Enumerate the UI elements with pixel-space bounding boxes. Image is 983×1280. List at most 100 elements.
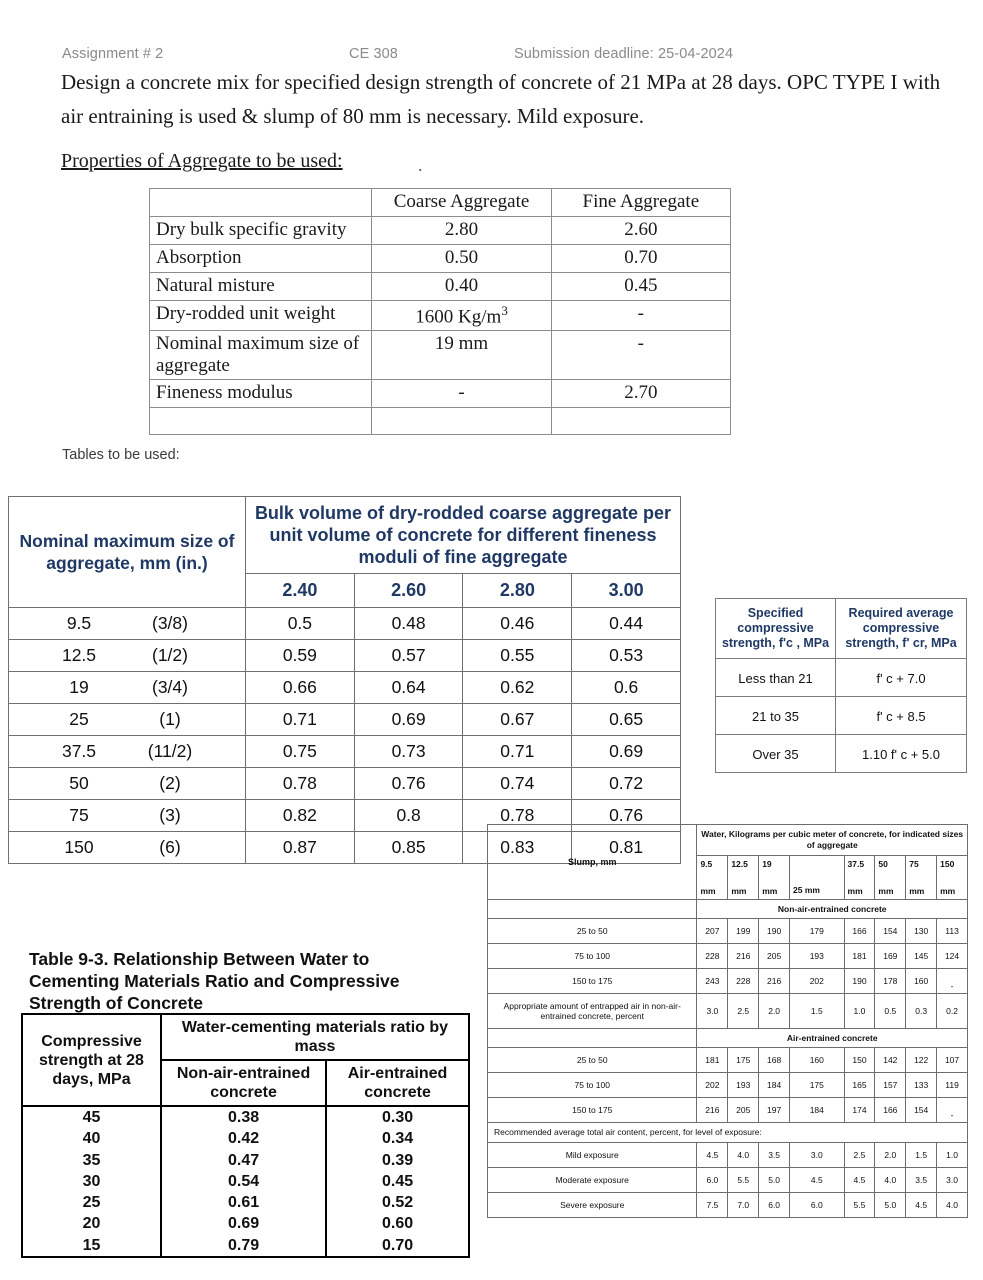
size-cell: 37.5 (11/2): [8, 735, 246, 768]
table-header-row: Nominal maximum size of aggregate, mm (i…: [8, 496, 681, 608]
fine-value: 0.70: [550, 244, 732, 273]
size-in: (1): [159, 709, 181, 729]
water-value: 150: [843, 1047, 876, 1073]
row-label: [148, 407, 373, 436]
strength-value: 40: [82, 1130, 101, 1148]
ratio-value: 0.61: [227, 1194, 260, 1212]
size-mm: 9.5: [66, 613, 92, 633]
exposure-value: 5.0: [874, 1192, 907, 1218]
value-cell: 0.59: [245, 639, 355, 672]
size-cell: 150 (6): [8, 831, 246, 864]
row-label: Nominal maximum size of aggregate: [148, 330, 373, 381]
value-cell: 0.53: [571, 639, 681, 672]
water-value: 166: [874, 1097, 907, 1123]
size-cell: 50 (2): [8, 767, 246, 800]
exposure-value: 3.0: [936, 1167, 968, 1193]
size-cell: 75 (3): [8, 799, 246, 832]
exposure-lead-row: Recommended average total air content, p…: [487, 1122, 968, 1143]
value-cell: 0.62: [462, 671, 573, 704]
fm-header-280: 2.80: [462, 573, 573, 608]
water-value: 207: [696, 918, 729, 944]
size-mm: 150: [64, 837, 94, 857]
size-header-75mm: 75 mm: [905, 855, 938, 900]
water-value: 190: [843, 968, 876, 994]
ratio-value: 0.79: [227, 1236, 260, 1254]
band-row-non-air-entrained: Non-air-entrained concrete: [486, 899, 968, 919]
fine-value: -: [550, 299, 732, 332]
non-air-entrained-column: 0.38 0.42 0.47 0.54 0.61 0.69 0.79: [159, 1104, 328, 1259]
value-cell: 0.72: [571, 767, 681, 800]
ratio-value: 0.70: [381, 1236, 414, 1254]
water-content-air-content-table: Slump, mm Water, Kilograms per cubic met…: [486, 824, 968, 1218]
exposure-value: 1.5: [905, 1142, 938, 1168]
water-value: 168: [758, 1047, 791, 1073]
size-cell: 12.5 (1/2): [8, 639, 246, 672]
exposure-value: 3.0: [789, 1142, 845, 1168]
size-header-50mm: 50 mm: [874, 855, 907, 900]
coarse-value: 0.40: [371, 272, 552, 301]
air-entrained-column: 0.30 0.34 0.39 0.45 0.52 0.60 0.70: [325, 1104, 470, 1259]
table-row: 45 40 35 30 25 20 15 0.38 0.42 0.47 0.54…: [21, 1104, 470, 1259]
row-label: Natural misture: [148, 272, 373, 301]
col-header-fine: Fine Aggregate: [550, 188, 732, 217]
water-value: 216: [696, 1097, 729, 1123]
ratio-value: 0.47: [227, 1151, 260, 1169]
size-header-19mm: 19 mm: [758, 855, 791, 900]
slump-label: 25 to 50: [486, 918, 698, 944]
table-row: Mild exposure 4.5 4.0 3.5 3.0 2.5 2.0 1.…: [486, 1142, 968, 1168]
water-value: 175: [727, 1047, 760, 1073]
course-code: CE 308: [349, 46, 398, 62]
water-value: 205: [727, 1097, 760, 1123]
exposure-value: 6.0: [758, 1192, 791, 1218]
table-9-3-water-cement-ratio: Compressive strength at 28 days, MPa Wat…: [21, 1013, 470, 1259]
water-value: 216: [758, 968, 791, 994]
exposure-value: 4.5: [905, 1192, 938, 1218]
ratio-value: 0.34: [381, 1130, 414, 1148]
water-value: 178: [874, 968, 907, 994]
water-value: -: [936, 1097, 968, 1123]
value-cell: 0.71: [462, 735, 573, 768]
value-cell: 0.65: [571, 703, 681, 736]
properties-section-title: Properties of Aggregate to be used:: [61, 150, 343, 172]
air-value: 0.5: [874, 993, 907, 1029]
value-cell: 0.46: [462, 607, 573, 640]
properties-of-aggregate-table: Coarse Aggregate Fine Aggregate Dry bulk…: [148, 188, 732, 436]
table-row: 75 to 100 202 193 184 175 165 157 133 11…: [486, 1072, 968, 1098]
water-value: 190: [758, 918, 791, 944]
table-row: 150 to 175 216 205 197 184 174 166 154 -: [486, 1097, 968, 1123]
exposure-value: 7.0: [727, 1192, 760, 1218]
value-cell: 0.69: [571, 735, 681, 768]
entrapped-air-label: Appropriate amount of entrapped air in n…: [486, 993, 698, 1029]
water-value: 154: [905, 1097, 938, 1123]
table-row: 25 (1) 0.71 0.69 0.67 0.65: [8, 703, 681, 736]
coarse-value: [371, 407, 552, 436]
bulk-volume-coarse-aggregate-table: Nominal maximum size of aggregate, mm (i…: [8, 496, 681, 864]
water-value: 154: [874, 918, 907, 944]
water-value: 175: [789, 1072, 845, 1098]
coarse-value: -: [371, 379, 552, 409]
exposure-value: 4.5: [843, 1167, 876, 1193]
row-label: Dry-rodded unit weight: [148, 299, 373, 332]
water-value: 122: [905, 1047, 938, 1073]
water-value: 181: [843, 943, 876, 969]
specified-value: Less than 21: [714, 658, 837, 697]
air-value: 0.2: [936, 993, 968, 1029]
table-row: 25 to 50 181 175 168 160 150 142 122 107: [486, 1047, 968, 1073]
exposure-value: 4.0: [727, 1142, 760, 1168]
exposure-value: 5.5: [843, 1192, 876, 1218]
water-value: 193: [789, 943, 845, 969]
table-header-row: Specified compressive strength, f'c , MP…: [714, 598, 967, 659]
fine-value: 2.70: [550, 379, 732, 409]
air-value: 3.0: [696, 993, 729, 1029]
size-mm: 50: [69, 773, 89, 793]
water-value: 169: [874, 943, 907, 969]
table-row: 75 to 100 228 216 205 193 181 169 145 12…: [486, 943, 968, 969]
water-value: 181: [696, 1047, 729, 1073]
strength-value: 20: [82, 1215, 101, 1233]
value-cell: 0.48: [353, 607, 464, 640]
value-cell: 0.87: [245, 831, 355, 864]
table-row: Over 35 1.10 f' c + 5.0: [714, 734, 967, 773]
fm-header-240: 2.40: [245, 573, 355, 608]
strength-value: 25: [82, 1194, 101, 1212]
table-row: 12.5 (1/2) 0.59 0.57 0.55 0.53: [8, 639, 681, 672]
